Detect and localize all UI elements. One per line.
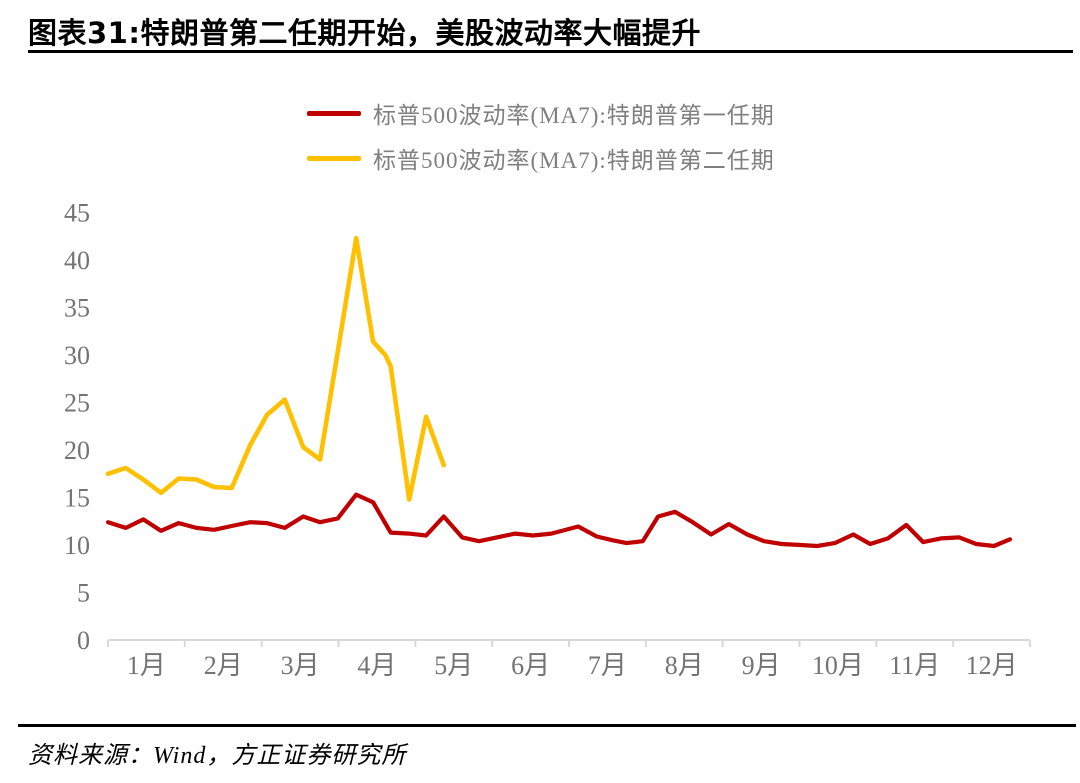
x-axis-label: 1月: [127, 651, 166, 680]
figure-title: 图表31:特朗普第二任期开始，美股波动率大幅提升: [28, 16, 701, 50]
x-axis-label: 8月: [665, 651, 704, 680]
x-axis-label: 5月: [434, 651, 473, 680]
y-axis-label: 45: [64, 199, 90, 228]
legend-item-second-term: 标普500波动率(MA7):特朗普第二任期: [307, 144, 775, 173]
x-axis-label: 3月: [281, 651, 320, 680]
footer-rule: [18, 724, 1076, 727]
x-axis-label: 11月: [889, 651, 940, 680]
x-axis-label: 10月: [812, 651, 864, 680]
series-line-trump-first-term: [105, 492, 1013, 549]
y-axis-label: 5: [77, 579, 90, 608]
x-axis-label: 12月: [966, 651, 1018, 680]
y-axis-label: 35: [64, 294, 90, 323]
source-note: 资料来源：Wind，方正证券研究所: [28, 743, 407, 769]
first-term-line-swatch: [307, 110, 361, 116]
y-axis-label: 10: [64, 531, 90, 560]
y-axis-label: 0: [77, 626, 90, 655]
y-axis-label: 40: [64, 246, 90, 275]
y-axis-label: 25: [64, 389, 90, 418]
x-axis-label: 9月: [742, 651, 781, 680]
legend-label-first-term: 标普500波动率(MA7):特朗普第一任期: [373, 103, 775, 128]
title-underline-rule: [28, 50, 1073, 53]
series-line-trump-second-term: [105, 235, 447, 502]
legend-label-second-term: 标普500波动率(MA7):特朗普第二任期: [373, 148, 775, 173]
x-axis-label: 7月: [588, 651, 627, 680]
x-axis-label: 6月: [511, 651, 550, 680]
x-axis-label: 2月: [204, 651, 243, 680]
y-axis-label: 30: [64, 341, 90, 370]
y-axis-label: 15: [64, 484, 90, 513]
y-axis-label: 20: [64, 436, 90, 465]
chart-legend: 标普500波动率(MA7):特朗普第一任期 标普500波动率(MA7):特朗普第…: [307, 99, 775, 173]
second-term-line-swatch: [307, 155, 361, 161]
x-axis-label: 4月: [357, 651, 396, 680]
legend-item-first-term: 标普500波动率(MA7):特朗普第一任期: [307, 99, 775, 128]
